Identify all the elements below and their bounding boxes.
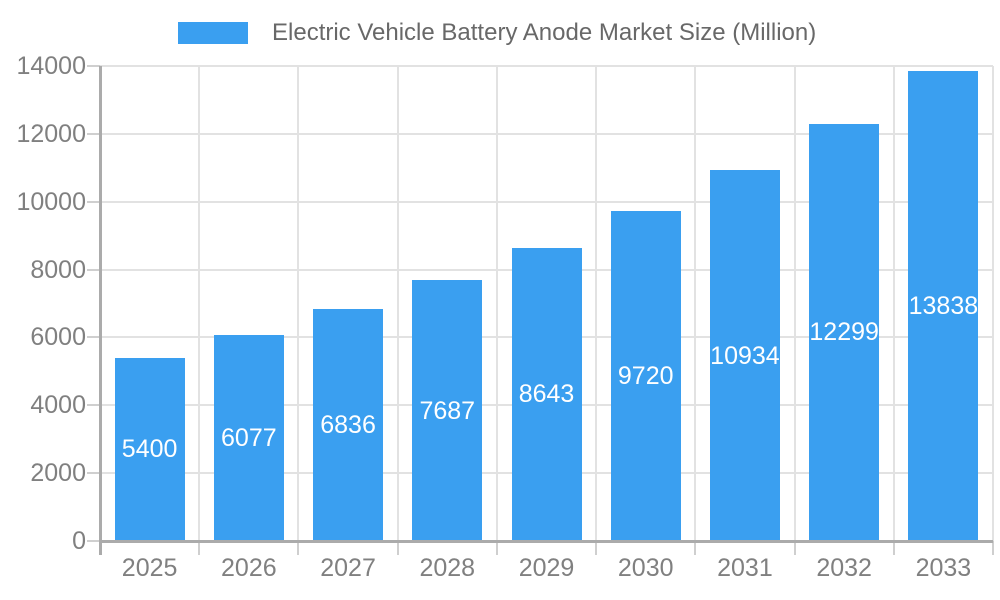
x-axis-tick	[297, 541, 300, 555]
y-axis-label: 10000	[16, 187, 86, 216]
gridline-horizontal	[100, 65, 993, 67]
bar-2033[interactable]	[908, 71, 979, 541]
y-axis-label: 0	[72, 527, 86, 555]
bar-value-label: 12299	[809, 318, 879, 347]
gridline-vertical	[198, 66, 201, 541]
y-axis-tick	[87, 268, 100, 271]
y-axis-tick	[87, 65, 100, 67]
x-axis-label: 2031	[717, 554, 773, 582]
x-axis-tick	[396, 541, 399, 555]
y-axis-label: 6000	[30, 323, 86, 352]
bar-value-label: 7687	[419, 396, 476, 425]
y-axis-tick	[87, 472, 100, 475]
y-axis-tick	[87, 132, 100, 135]
y-axis-label: 14000	[16, 52, 86, 80]
gridline-vertical	[992, 66, 994, 541]
x-axis-tick	[793, 541, 796, 555]
bar-2029[interactable]	[511, 247, 582, 541]
legend-item[interactable]: Electric Vehicle Battery Anode Market Si…	[178, 20, 816, 46]
x-axis-label: 2026	[221, 554, 277, 582]
bar-value-label: 8643	[518, 380, 575, 409]
bar-value-label: 9720	[617, 362, 674, 391]
bar-value-label: 6077	[221, 423, 277, 452]
y-axis-label: 12000	[16, 119, 86, 148]
x-axis-label: 2025	[121, 554, 178, 582]
bar-2026[interactable]	[213, 334, 284, 541]
x-axis-tick	[495, 541, 498, 555]
y-axis-tick	[87, 404, 100, 407]
gridline-vertical	[297, 66, 300, 541]
gridline-vertical	[495, 66, 498, 541]
x-axis-label: 2029	[518, 554, 575, 582]
gridline-vertical	[595, 66, 598, 541]
x-axis-label: 2032	[816, 554, 872, 582]
y-axis-tick	[87, 336, 100, 339]
bar-2030[interactable]	[610, 211, 681, 541]
x-axis-tick	[892, 541, 895, 555]
bar-value-label: 5400	[121, 435, 178, 464]
gridline-vertical	[892, 66, 895, 541]
x-axis-label: 2030	[617, 554, 674, 582]
bar-2031[interactable]	[709, 170, 780, 541]
gridline-vertical	[396, 66, 399, 541]
y-axis-line	[99, 66, 102, 555]
y-axis-label: 4000	[30, 391, 86, 420]
y-axis-label: 2000	[30, 459, 86, 488]
x-axis-label: 2027	[320, 554, 376, 582]
gridline-vertical	[694, 66, 697, 541]
x-axis-line	[99, 540, 993, 543]
x-axis-tick	[694, 541, 697, 555]
x-axis-label: 2033	[915, 554, 972, 582]
x-axis-tick	[198, 541, 201, 555]
gridline-horizontal	[100, 132, 993, 135]
x-axis-label: 2028	[419, 554, 476, 582]
x-axis-tick	[992, 541, 994, 555]
legend-swatch	[178, 22, 248, 44]
bar-2028[interactable]	[412, 280, 483, 541]
y-axis-tick	[87, 200, 100, 203]
bar-value-label: 6836	[320, 411, 376, 440]
bar-2025[interactable]	[114, 357, 185, 541]
gridline-horizontal	[100, 200, 993, 203]
legend-label: Electric Vehicle Battery Anode Market Si…	[272, 19, 817, 46]
x-axis-tick	[595, 541, 598, 555]
bar-2032[interactable]	[809, 123, 880, 541]
bar-value-label: 10934	[710, 341, 780, 370]
y-axis-label: 8000	[30, 255, 86, 284]
y-axis-tick	[87, 540, 100, 542]
bar-2027[interactable]	[313, 309, 384, 541]
bar-value-label: 13838	[908, 292, 979, 321]
gridline-vertical	[793, 66, 796, 541]
